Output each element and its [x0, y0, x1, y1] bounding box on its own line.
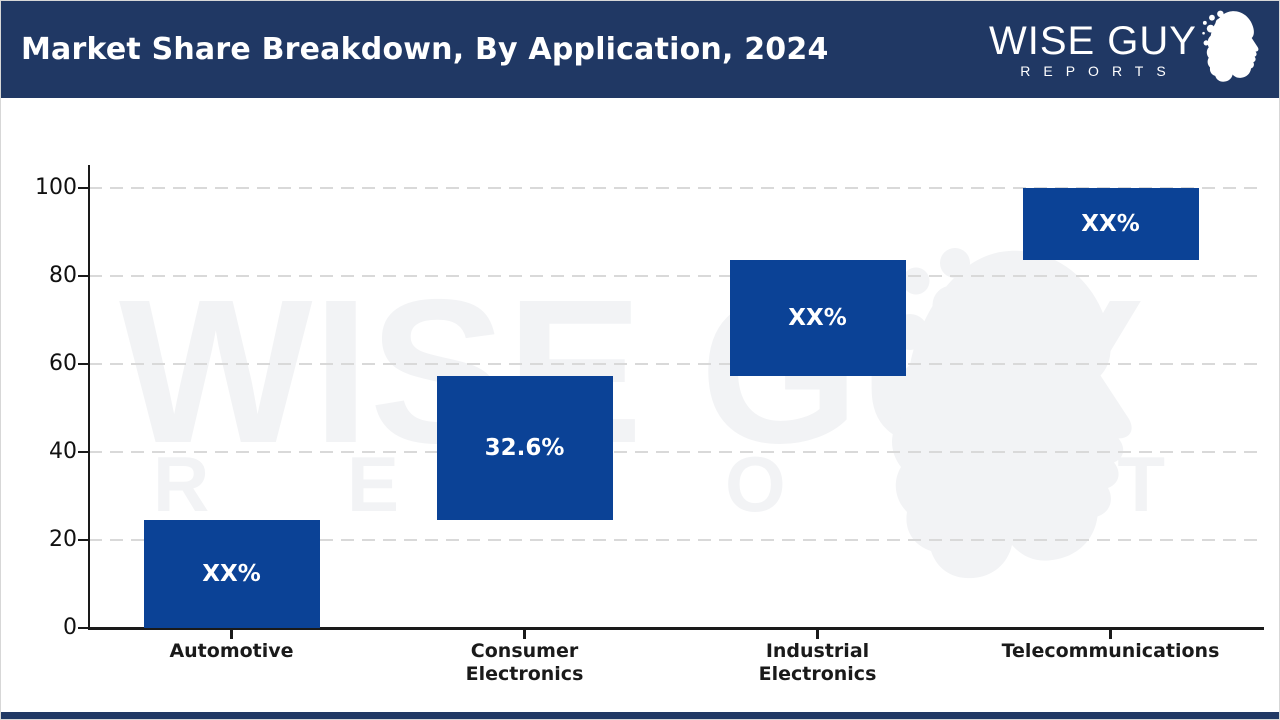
- logo-brand-text: WISE GUY: [988, 19, 1197, 63]
- y-axis-tick: [78, 539, 89, 541]
- bar-value-label: 32.6%: [484, 435, 565, 462]
- y-axis-tick-label: 40: [49, 439, 77, 464]
- y-axis-tick-label: 0: [63, 615, 77, 640]
- y-axis-tick-label: 60: [49, 351, 77, 376]
- logo-face-icon: [1199, 8, 1265, 92]
- bar-consumer-electronics: 32.6%: [436, 376, 613, 520]
- footer-bar: [1, 712, 1279, 719]
- y-axis-line: [88, 165, 90, 630]
- gridline-40: [89, 451, 1263, 453]
- x-axis-line: [88, 627, 1264, 630]
- gridline-80: [89, 275, 1263, 277]
- gridline-20: [89, 539, 1263, 541]
- x-axis-category-label: Automotive: [169, 640, 294, 662]
- y-axis-tick-label: 20: [49, 527, 77, 552]
- y-axis-tick: [78, 363, 89, 365]
- gridline-60: [89, 363, 1263, 365]
- bar-value-label: XX%: [788, 305, 847, 332]
- y-axis-tick: [78, 187, 89, 189]
- x-axis-category-label: Telecommunications: [1001, 640, 1220, 662]
- y-axis-tick: [78, 451, 89, 453]
- x-axis-tick: [1109, 630, 1112, 639]
- x-axis-tick: [230, 630, 233, 639]
- bar-value-label: XX%: [1081, 211, 1140, 238]
- y-axis-tick-label: 80: [49, 263, 77, 288]
- header: Market Share Breakdown, By Application, …: [1, 1, 1279, 98]
- gridline-100: [89, 187, 1263, 189]
- wise-guy-logo: WISE GUY REPORTS: [989, 8, 1265, 92]
- y-axis-tick-label: 100: [35, 175, 77, 200]
- page-title: Market Share Breakdown, By Application, …: [21, 32, 829, 67]
- bar-industrial-electronics: XX%: [729, 260, 906, 377]
- x-axis-category-label: Industrial Electronics: [758, 640, 877, 685]
- bar-automotive: XX%: [143, 519, 320, 628]
- x-axis-tick: [523, 630, 526, 639]
- y-axis-tick: [78, 275, 89, 277]
- bar-value-label: XX%: [202, 560, 261, 587]
- y-axis-tick: [78, 627, 89, 629]
- bar-telecommunications: XX%: [1022, 188, 1199, 261]
- logo-wordmark: WISE GUY REPORTS: [989, 21, 1197, 78]
- x-axis-tick: [816, 630, 819, 639]
- watermark-face-icon: [859, 223, 1159, 644]
- logo-reports-text: REPORTS: [1020, 63, 1179, 79]
- x-axis-category-label: Consumer Electronics: [465, 640, 584, 685]
